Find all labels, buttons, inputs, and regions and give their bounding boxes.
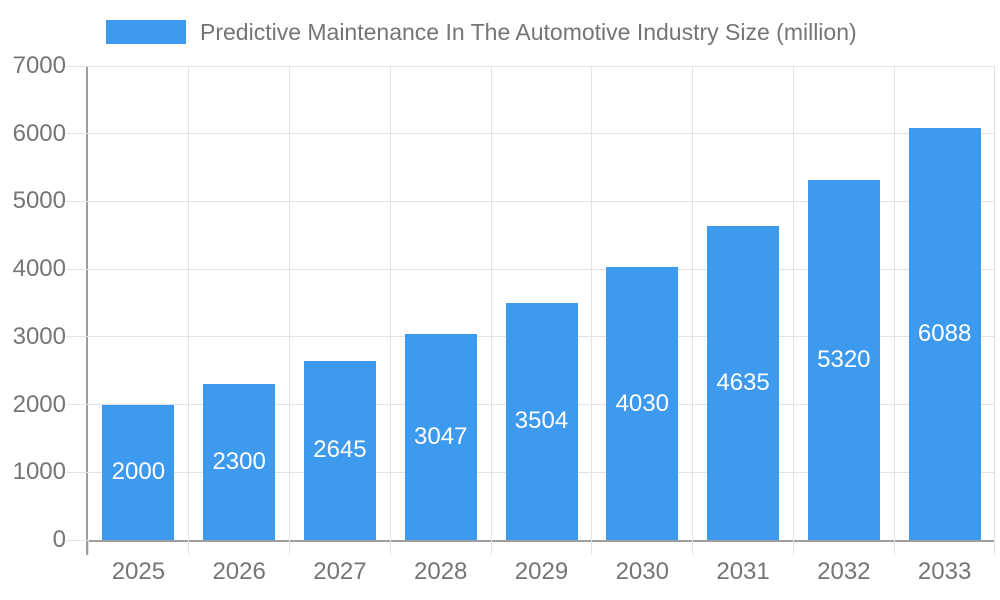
x-axis-label: 2028	[414, 558, 468, 585]
x-axis-tick	[87, 540, 89, 555]
y-axis-tick	[66, 200, 88, 202]
x-axis-label: 2025	[111, 558, 166, 585]
y-axis-tick	[66, 471, 88, 473]
gridline-vertical	[591, 66, 593, 540]
gridline-vertical	[289, 66, 291, 540]
bar[interactable]	[707, 226, 780, 540]
y-axis-label: 7000	[12, 52, 66, 79]
x-axis-label: 2026	[212, 558, 266, 585]
x-axis-tick	[893, 540, 895, 555]
x-axis-tick	[692, 540, 694, 555]
bar[interactable]	[505, 302, 578, 540]
plot-area: 0 1000 2000 3000 4000 5000 6000 7000 2000 2025 230…	[13, 52, 995, 585]
y-axis-line	[86, 66, 88, 555]
x-axis-tick	[591, 540, 593, 555]
legend-label: Predictive Maintenance In The Automotive…	[200, 19, 857, 45]
y-axis-label: 6000	[12, 119, 66, 147]
x-axis-tick	[792, 540, 794, 555]
bar[interactable]	[102, 404, 175, 540]
x-axis-label: 2030	[615, 558, 669, 585]
x-axis-label: 2027	[313, 558, 367, 585]
gridline-vertical	[490, 66, 492, 540]
y-axis-label: 0	[52, 526, 66, 553]
x-axis-label: 2029	[514, 558, 569, 585]
x-axis-label: 2033	[917, 558, 972, 585]
gridline-horizontal	[88, 133, 995, 135]
gridline-vertical	[188, 66, 190, 540]
gridline-vertical	[893, 66, 895, 540]
gridline-vertical	[792, 66, 794, 540]
bar[interactable]	[404, 333, 477, 540]
x-axis-label: 2031	[716, 558, 770, 585]
x-axis-line	[88, 540, 995, 542]
bar[interactable]	[303, 360, 376, 540]
y-axis-tick	[66, 404, 88, 406]
gridline-vertical	[692, 66, 694, 540]
gridline-horizontal	[88, 65, 995, 67]
y-axis-label: 1000	[12, 458, 66, 486]
gridline-horizontal	[88, 200, 995, 202]
x-axis-tick	[289, 540, 291, 555]
y-axis-label: 4000	[12, 255, 66, 283]
bar[interactable]	[807, 179, 880, 540]
x-axis-tick	[389, 540, 391, 555]
y-axis-label: 5000	[12, 187, 66, 215]
x-axis-tick	[993, 540, 995, 555]
gridline-horizontal	[88, 268, 995, 270]
x-axis-tick	[490, 540, 492, 555]
x-axis-label: 2032	[817, 558, 871, 585]
y-axis-label: 3000	[12, 322, 66, 350]
gridline-vertical	[993, 66, 995, 540]
y-axis-label: 2000	[12, 390, 66, 418]
y-axis-tick	[66, 133, 88, 135]
y-axis-tick	[66, 336, 88, 338]
legend-swatch-icon	[106, 20, 186, 44]
y-axis-tick	[66, 65, 88, 67]
y-axis-tick	[66, 268, 88, 270]
gridline-vertical	[389, 66, 391, 540]
x-axis-tick	[188, 540, 190, 555]
legend-item[interactable]: Predictive Maintenance In The Automotive…	[106, 20, 857, 44]
bar[interactable]	[203, 384, 276, 540]
bar[interactable]	[908, 127, 981, 540]
y-axis-tick	[66, 539, 88, 541]
bar[interactable]	[606, 267, 679, 540]
